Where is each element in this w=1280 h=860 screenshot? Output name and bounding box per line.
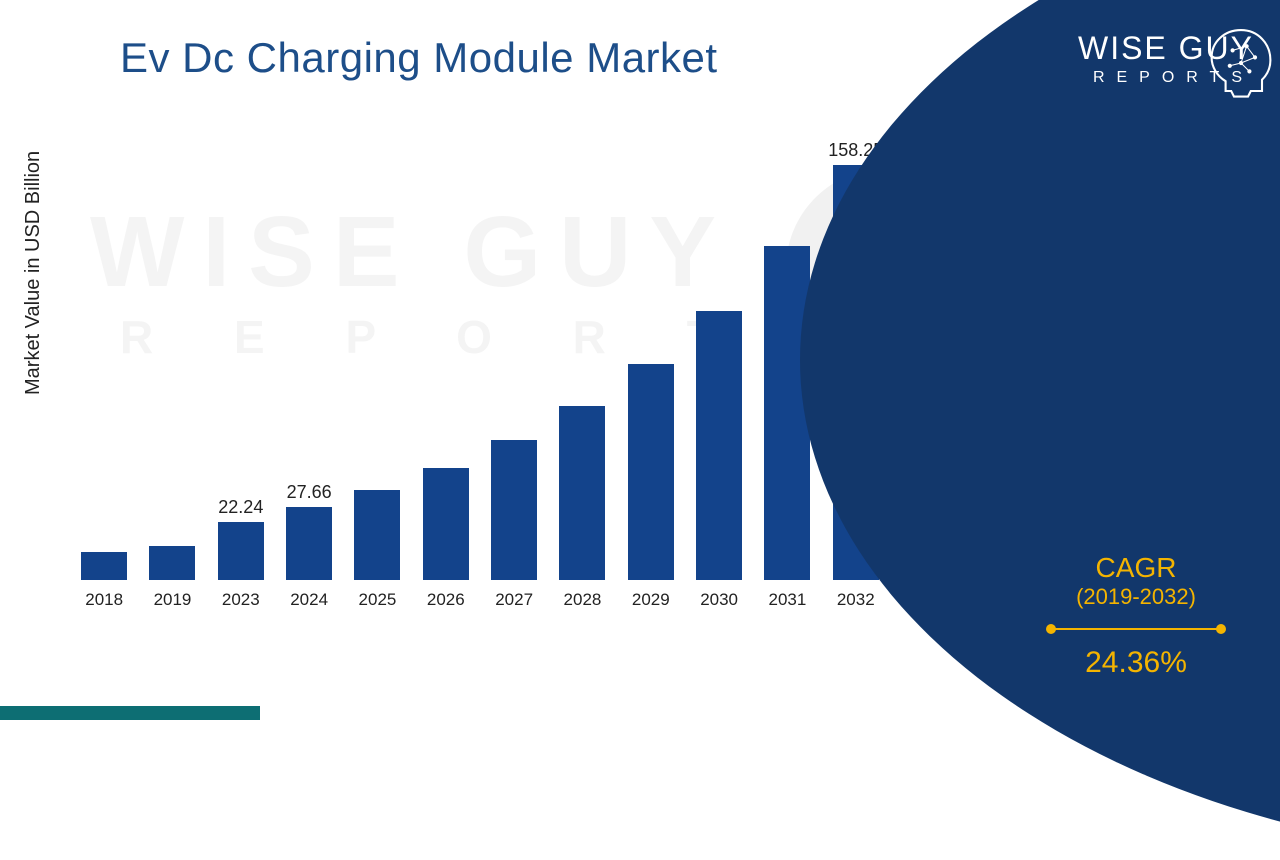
y-axis-label: Market Value in USD Billion bbox=[22, 151, 45, 395]
x-tick-label: 2023 bbox=[210, 590, 272, 610]
bar bbox=[218, 522, 264, 580]
chart-title: Ev Dc Charging Module Market bbox=[120, 34, 718, 82]
bar bbox=[628, 364, 674, 580]
bar-2029 bbox=[620, 364, 682, 580]
bar bbox=[423, 468, 469, 580]
bottom-accent-bar bbox=[0, 706, 260, 720]
bar-2018 bbox=[73, 552, 135, 580]
bar-2023: 22.24 bbox=[210, 522, 272, 580]
bar bbox=[354, 490, 400, 580]
x-tick-label: 2030 bbox=[688, 590, 750, 610]
x-tick-label: 2028 bbox=[551, 590, 613, 610]
cagr-period: (2019-2032) bbox=[1036, 584, 1236, 610]
cagr-label: CAGR bbox=[1036, 552, 1236, 584]
bar bbox=[559, 406, 605, 580]
bars-container: 22.2427.66158.25 bbox=[70, 160, 890, 580]
bar-2026 bbox=[415, 468, 477, 580]
x-tick-label: 2029 bbox=[620, 590, 682, 610]
bar-chart: 22.2427.66158.25 2018 2019 2023 2024 2025 202… bbox=[70, 160, 890, 610]
side-panel-bg bbox=[800, 0, 1280, 860]
bar-2030 bbox=[688, 311, 750, 580]
cagr-value: 24.36% bbox=[1036, 646, 1236, 680]
cagr-divider bbox=[1051, 628, 1221, 630]
x-tick-label: 2019 bbox=[141, 590, 203, 610]
bar bbox=[286, 507, 332, 580]
bar-2027 bbox=[483, 440, 545, 580]
bar bbox=[81, 552, 127, 580]
bar-2025 bbox=[346, 490, 408, 580]
bar-2019 bbox=[141, 546, 203, 580]
x-tick-label: 2026 bbox=[415, 590, 477, 610]
x-tick-label: 2032 bbox=[825, 590, 887, 610]
head-icon bbox=[1206, 28, 1276, 98]
bar-2024: 27.66 bbox=[278, 507, 340, 580]
cagr-block: CAGR (2019-2032) 24.36% bbox=[1036, 552, 1236, 680]
x-tick-label: 2031 bbox=[756, 590, 818, 610]
bar-2028 bbox=[551, 406, 613, 580]
bar bbox=[696, 311, 742, 580]
bar bbox=[491, 440, 537, 580]
x-tick-label: 2018 bbox=[73, 590, 135, 610]
x-tick-label: 2025 bbox=[346, 590, 408, 610]
bar bbox=[149, 546, 195, 580]
x-axis-labels: 2018 2019 2023 2024 2025 2026 2027 2028 2029 2030… bbox=[70, 590, 890, 610]
side-panel: WISE GUY REPORTS CAGR (2019-2032) 24.36% bbox=[960, 0, 1280, 720]
x-tick-label: 2024 bbox=[278, 590, 340, 610]
bar-value-label: 22.24 bbox=[218, 497, 263, 518]
x-tick-label: 2027 bbox=[483, 590, 545, 610]
bar-value-label: 27.66 bbox=[287, 482, 332, 503]
